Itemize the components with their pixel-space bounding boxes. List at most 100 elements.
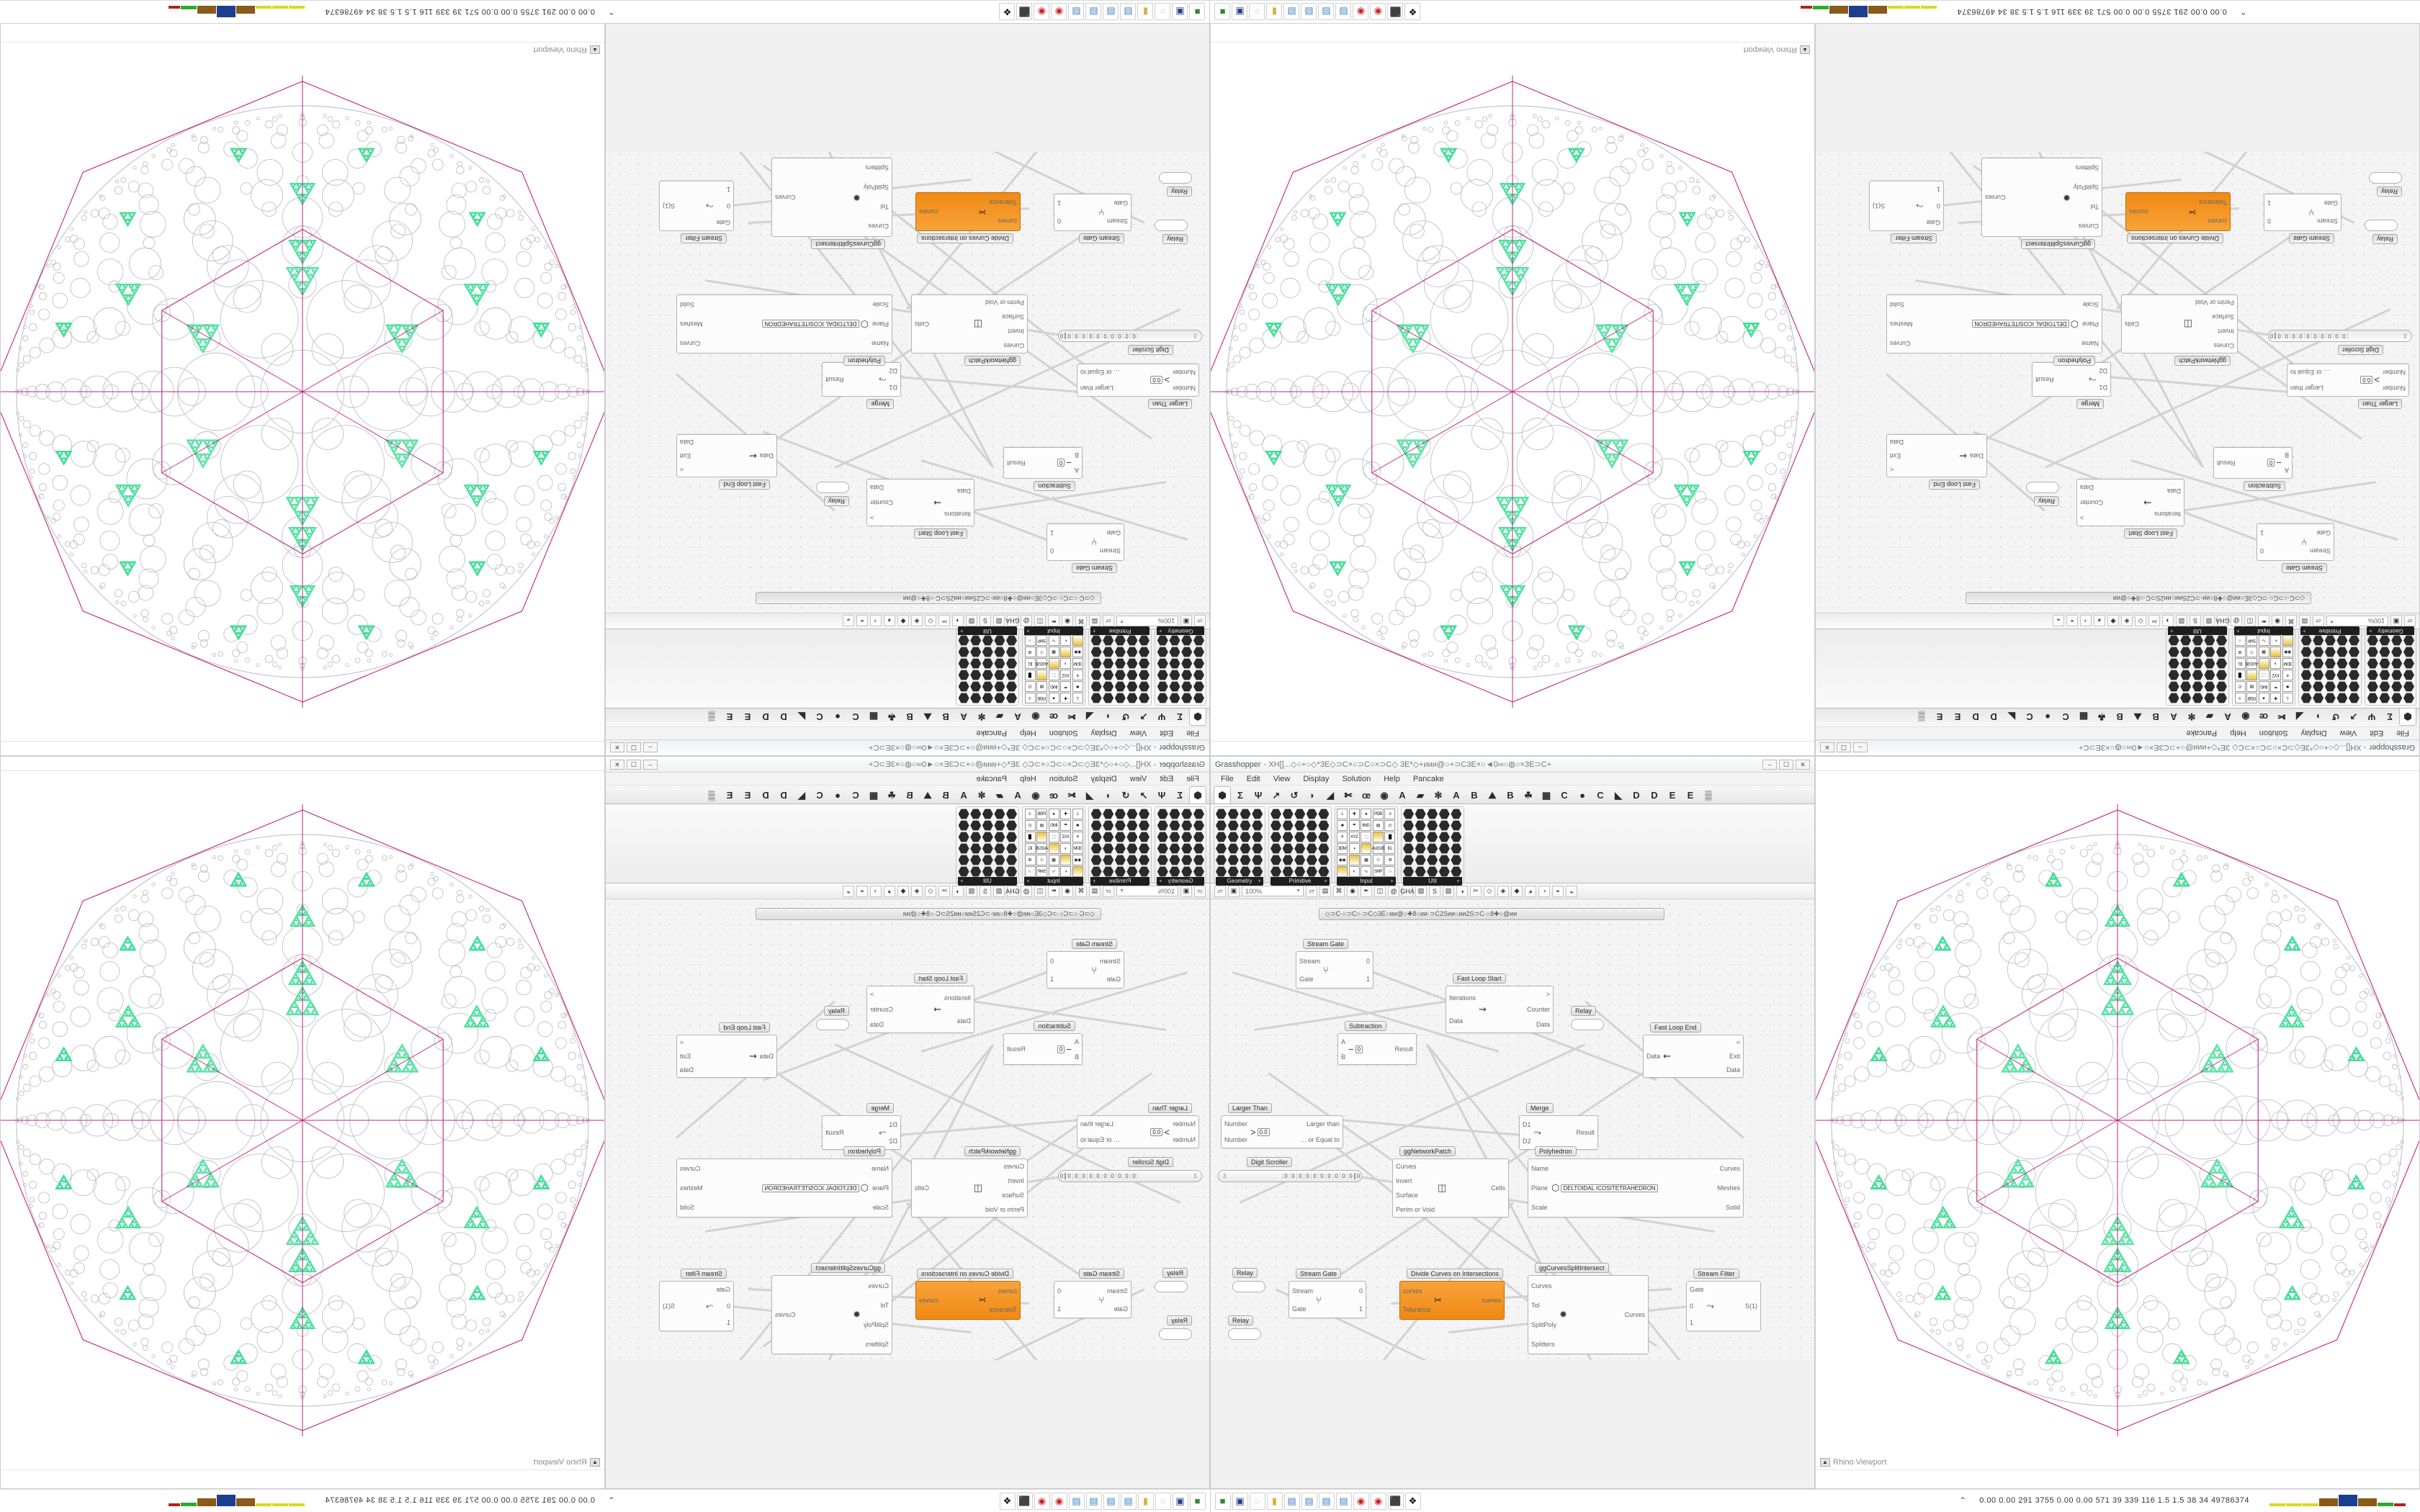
input-port[interactable]: Gate <box>1926 218 1940 226</box>
tab-tab-a2[interactable]: A <box>960 790 967 801</box>
canvas-tool-17[interactable]: ◔ <box>870 885 882 897</box>
input-port[interactable]: Number <box>1172 1120 1196 1128</box>
tab-tab-a2[interactable]: A <box>2170 711 2177 722</box>
component-icon[interactable] <box>1139 820 1150 831</box>
app-icon-1[interactable]: ⬛ <box>1016 3 1033 21</box>
menu-view[interactable]: View <box>1273 774 1291 783</box>
input-port[interactable]: Surface <box>1001 1192 1024 1199</box>
output-port[interactable]: curves <box>2129 208 2148 215</box>
component-icon[interactable] <box>1438 832 1450 842</box>
tab-tab-orange[interactable]: ● <box>835 790 841 801</box>
component-icon[interactable] <box>1115 832 1126 842</box>
component-icon[interactable] <box>1006 866 1017 877</box>
canvas-tool-2[interactable]: ⌘ <box>1075 615 1087 627</box>
component-icon[interactable] <box>1126 681 1137 692</box>
node-fast-loop-end[interactable]: Data ⇜ < Exit Data <box>676 434 777 477</box>
component-icon[interactable] <box>1270 809 1281 819</box>
tab-tab-e1[interactable]: E <box>744 711 751 722</box>
tab-vector[interactable]: ↗ <box>1139 789 1148 801</box>
component-icon[interactable]: ID. <box>1384 843 1396 854</box>
output-port[interactable]: Exit <box>1729 1052 1740 1060</box>
component-icon[interactable] <box>1252 832 1263 842</box>
input-port[interactable]: Tolerance <box>1403 1306 1432 1313</box>
rhino-icon-1[interactable]: ◉ <box>1034 3 1050 21</box>
field-value[interactable]: 0 <box>1057 1045 1065 1053</box>
component-icon[interactable]: ■ <box>1072 681 1083 692</box>
component-icon[interactable]: SHP <box>1036 866 1048 877</box>
blank-icon[interactable]: ○ <box>1249 1492 1265 1510</box>
input-port[interactable]: Scale <box>872 301 889 309</box>
component-icon[interactable] <box>1438 843 1450 854</box>
component-icon[interactable] <box>970 809 981 819</box>
output-port[interactable]: 0 <box>1358 1287 1363 1295</box>
component-category-util[interactable]: Util + <box>956 806 1019 886</box>
input-port[interactable]: Curves <box>868 222 889 230</box>
component-icon[interactable]: ⤓ <box>2282 693 2293 703</box>
canvas-tool-8[interactable]: ▧ <box>993 615 1005 627</box>
input-port[interactable]: Plane <box>2081 320 2099 328</box>
input-port[interactable]: D1 <box>2099 384 2107 392</box>
minimize-button[interactable]: – <box>643 759 658 770</box>
component-icon[interactable]: ◉◉ <box>1337 855 1348 865</box>
component-icon[interactable] <box>1103 670 1113 680</box>
node-fast-loop-start[interactable]: Iterations Data ⇝ > Counter Data <box>1446 986 1554 1033</box>
input-port[interactable]: Number <box>1172 369 1196 376</box>
component-icon[interactable] <box>1170 670 1180 680</box>
component-icon[interactable] <box>1115 658 1126 669</box>
input-port[interactable]: SplitPoly <box>1531 1320 1557 1328</box>
component-icon[interactable]: ◑ <box>1060 843 1072 854</box>
canvas-tool-2[interactable]: ⌘ <box>1333 885 1345 897</box>
node-gg-curves-split-intersect[interactable]: Curves Tol SplitPoly Splitters ✹ Curves <box>771 158 892 237</box>
component-icon[interactable] <box>1157 866 1168 877</box>
input-port[interactable]: Tolerance <box>988 199 1017 206</box>
input-port[interactable]: D2 <box>1523 1137 1531 1145</box>
node-fast-loop-end[interactable]: Data ⇜ < Exit Data <box>676 1035 777 1078</box>
component-icon[interactable] <box>1438 866 1450 877</box>
canvas-tool-0[interactable]: ▱ <box>1306 885 1317 897</box>
tab-surface[interactable]: ◗ <box>2315 711 2321 722</box>
media-icon[interactable]: ■ <box>1189 3 1206 21</box>
tab-tab-b1[interactable]: B <box>1471 790 1478 801</box>
expand-icon[interactable]: + <box>1258 878 1261 884</box>
component-icon[interactable] <box>2313 681 2323 692</box>
component-icon[interactable] <box>1006 832 1017 842</box>
component-icon[interactable] <box>1270 843 1281 854</box>
output-port[interactable]: … or Equal to <box>1299 1136 1340 1143</box>
output-port[interactable]: curves <box>1482 1297 1501 1304</box>
component-icon[interactable]: ID. <box>2234 658 2246 669</box>
output-port[interactable]: Counter <box>1526 1005 1550 1013</box>
input-port[interactable]: curves <box>998 1287 1017 1295</box>
component-icon[interactable] <box>2367 681 2378 692</box>
tab-tab-e1[interactable]: E <box>1669 790 1676 801</box>
component-icon[interactable] <box>982 693 993 703</box>
component-icon[interactable] <box>1270 820 1281 831</box>
component-icon[interactable]: PDB <box>2246 693 2258 703</box>
component-icon[interactable] <box>1157 855 1168 865</box>
component-icon[interactable]: ✚ <box>1060 809 1072 819</box>
notes-icon-2[interactable]: ▤ <box>1085 3 1102 21</box>
zoom-level-select[interactable]: 100% ▼ <box>1116 886 1178 896</box>
node-merge-1[interactable]: D1 D2 ⤳ Result <box>822 1115 901 1150</box>
component-tab-bar[interactable]: ⬢ Σ Ψ ↗ ↺ ◗ ◢ ✄ œ ◉ A ▰ ✻ A B ⛰ B ☘ ▦ C ● C ◣ D D E E ▒ <box>1211 786 1814 804</box>
component-icon[interactable] <box>1115 681 1126 692</box>
component-icon[interactable]: ▦ <box>1048 647 1059 657</box>
rhino-icon-1[interactable]: ◉ <box>1370 3 1386 21</box>
component-icon[interactable] <box>1006 681 1017 692</box>
component-icon[interactable] <box>2391 670 2402 680</box>
canvas-tool-3[interactable]: ◉ <box>1062 615 1073 627</box>
node-fast-loop-start[interactable]: Iterations Data ⇝ > Counter Data <box>2076 479 2184 526</box>
rhino-icon-2[interactable]: ◉ <box>1051 1492 1067 1510</box>
component-icon[interactable] <box>1126 635 1137 646</box>
component-icon[interactable] <box>2192 635 2203 646</box>
statusbar-chevron-icon[interactable]: ⌃ <box>1959 1495 1967 1506</box>
component-icon[interactable]: 3DM <box>1337 843 1348 854</box>
output-port[interactable]: Curves <box>1624 1311 1645 1318</box>
taskbar-group-left[interactable]: ❖ ⬛ ◉ ◉ ▤ ▤ ▤ ▤ ▮ ○ ▣ ■ <box>1209 1 1425 23</box>
rhino-icon-1[interactable]: ◉ <box>1034 1492 1050 1510</box>
input-port[interactable]: Iterations <box>2154 510 2181 518</box>
folder-icon[interactable]: ▮ <box>1137 3 1154 21</box>
tab-tab-c2[interactable]: C <box>1597 790 1604 801</box>
chevron-down-icon[interactable]: ▼ <box>1296 888 1301 894</box>
grasshopper-titlebar[interactable]: Grasshopper - XH[]...◇○+○◇*3E◇⊃C×○⊃C○×⊃C… <box>606 739 1209 755</box>
component-icon[interactable]: ● <box>1048 809 1059 819</box>
